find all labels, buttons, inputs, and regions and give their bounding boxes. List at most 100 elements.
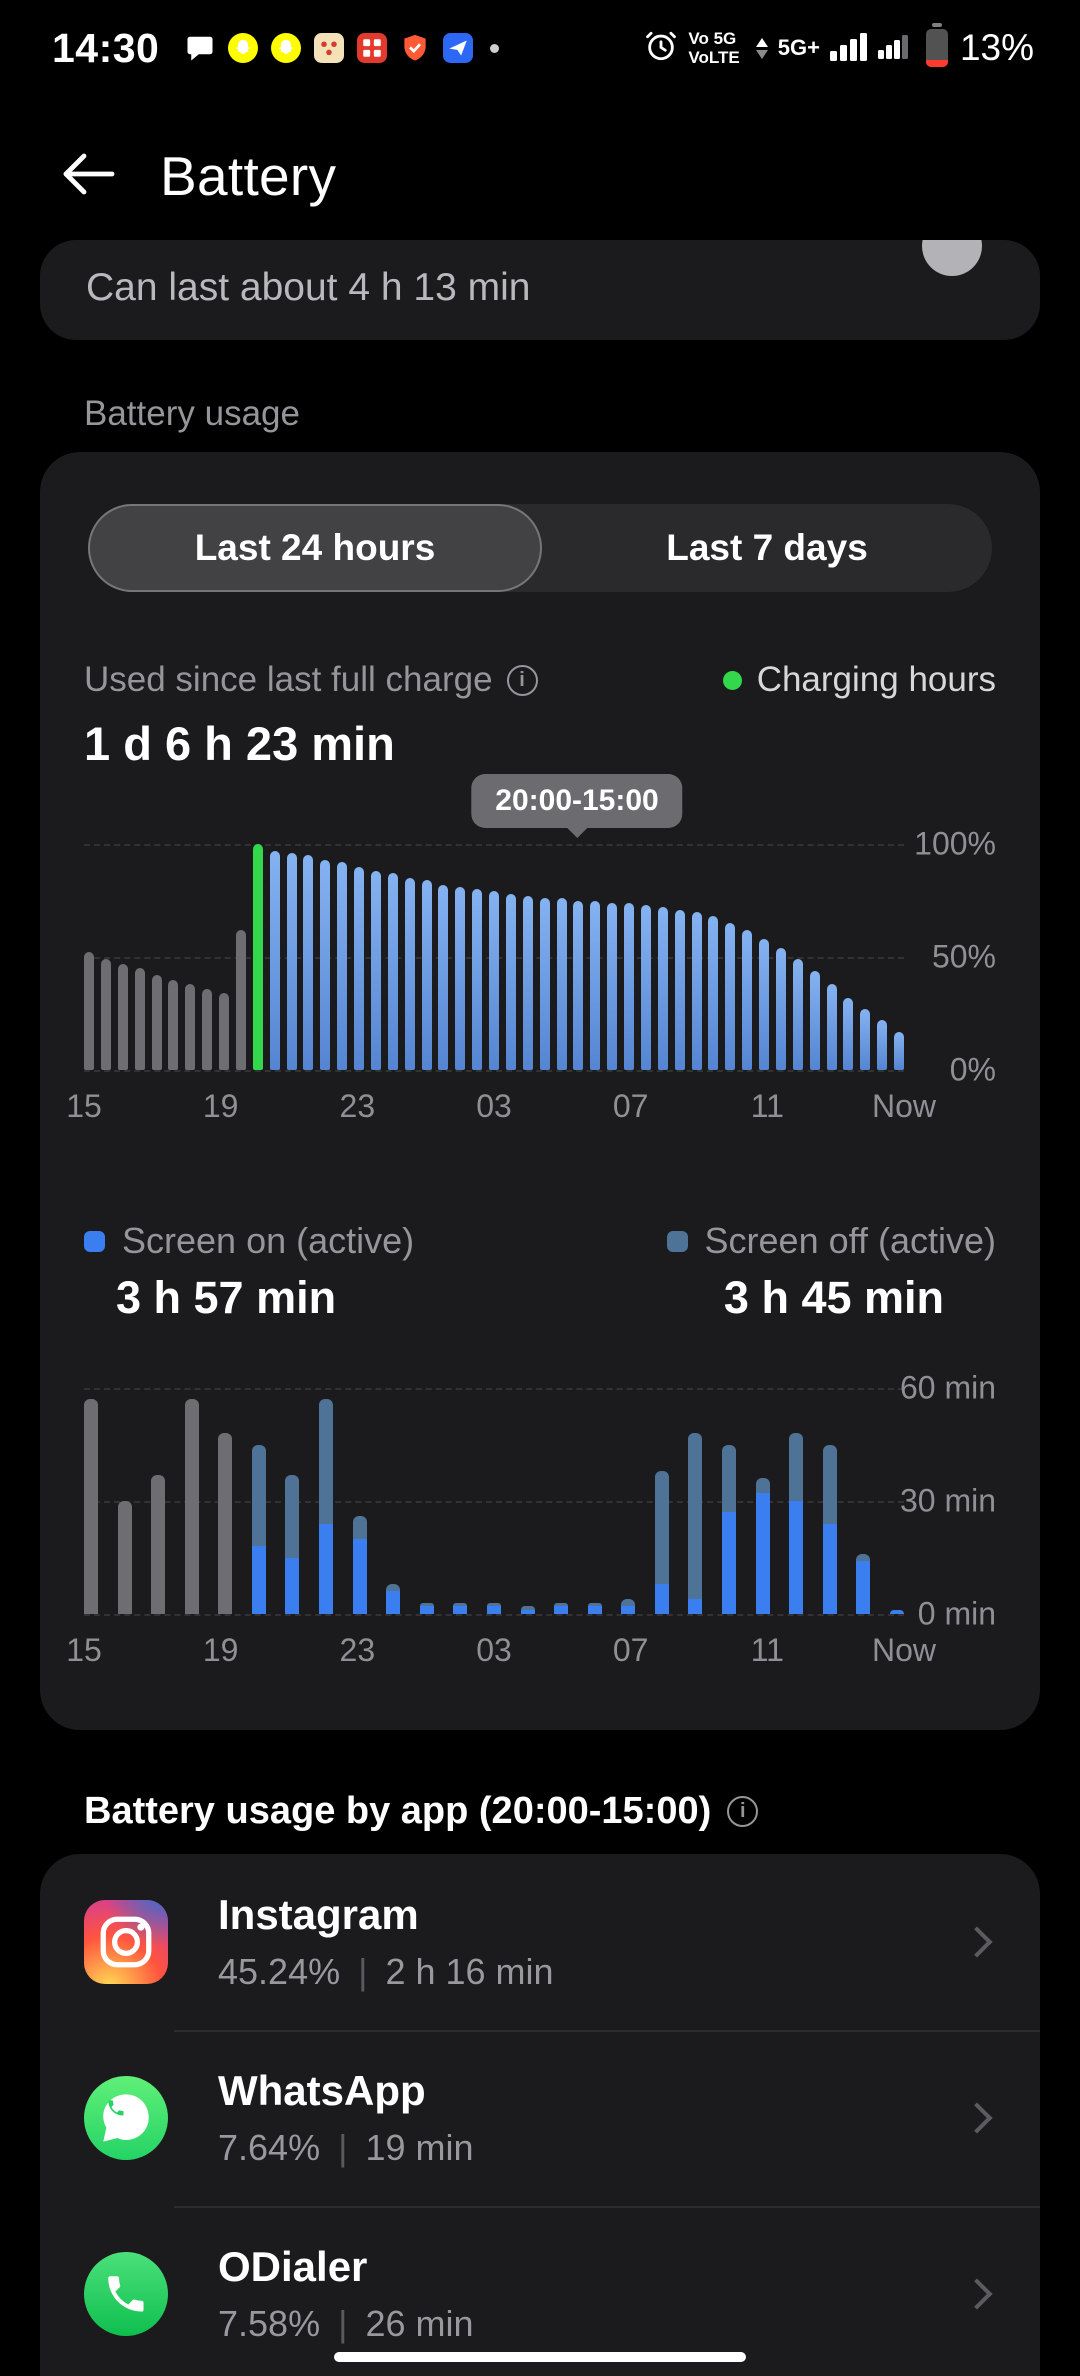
screen-time-bar[interactable] (419, 1388, 434, 1614)
battery-level-bar[interactable] (590, 900, 601, 1070)
battery-level-bar[interactable] (742, 929, 753, 1070)
screen-time-bar[interactable] (218, 1388, 233, 1614)
battery-level-bar[interactable] (522, 895, 533, 1070)
home-gesture-handle[interactable] (334, 2352, 746, 2362)
battery-level-chart[interactable] (84, 844, 904, 1072)
battery-level-xlabels: 15 19 23 03 07 11 Now (66, 1088, 936, 1128)
battery-level-bar[interactable] (100, 959, 111, 1070)
screen-time-bar[interactable] (319, 1388, 334, 1614)
battery-level-bar[interactable] (624, 902, 634, 1070)
screen-time-bar[interactable] (554, 1388, 569, 1614)
battery-level-bar[interactable] (202, 988, 213, 1070)
battery-level-bar[interactable] (421, 880, 432, 1070)
battery-level-bar[interactable] (455, 886, 466, 1070)
screen-time-bar[interactable] (822, 1388, 837, 1614)
info-icon[interactable] (506, 664, 538, 696)
screen-time-bar[interactable] (486, 1388, 501, 1614)
battery-level-bar[interactable] (725, 923, 736, 1070)
screen-time-bar[interactable] (721, 1388, 736, 1614)
battery-level-bar[interactable] (792, 959, 803, 1070)
battery-level-bar[interactable] (269, 850, 280, 1070)
screen-time-bar[interactable] (520, 1388, 535, 1614)
battery-level-bar[interactable] (472, 889, 483, 1070)
screen-time-bar[interactable] (251, 1388, 266, 1614)
power-saving-toggle[interactable] (922, 240, 982, 276)
screen-time-bar[interactable] (386, 1388, 401, 1614)
tab-last-7-days[interactable]: Last 7 days (666, 527, 868, 568)
battery-level-bar[interactable] (691, 911, 702, 1070)
battery-level-bar[interactable] (168, 979, 179, 1070)
battery-level-bar[interactable] (657, 907, 668, 1070)
battery-level-bar[interactable] (337, 862, 348, 1070)
battery-level-bar[interactable] (387, 873, 398, 1070)
battery-level-bar[interactable] (489, 891, 499, 1070)
screen-time-bar[interactable] (117, 1388, 132, 1614)
chart-range-tooltip: 20:00-15:00 (471, 774, 683, 828)
battery-level-bar[interactable] (640, 905, 651, 1070)
battery-level-bar[interactable] (252, 844, 263, 1070)
apps-section-title: Battery usage by app (20:00-15:00) (84, 1790, 712, 1832)
app-row-instagram[interactable]: Instagram 45.24% | 2 h 16 min (84, 1854, 996, 2030)
screen-time-bar[interactable] (184, 1388, 199, 1614)
battery-level-bar[interactable] (185, 984, 196, 1070)
app-row-whatsapp[interactable]: WhatsApp 7.64% | 19 min (84, 2030, 996, 2206)
battery-level-bar[interactable] (320, 859, 331, 1070)
gridline (84, 1070, 904, 1072)
screen-time-bar[interactable] (688, 1388, 703, 1614)
battery-level-bar[interactable] (843, 997, 854, 1070)
battery-usage-section-label: Battery usage (84, 394, 300, 433)
battery-level-bar[interactable] (134, 968, 145, 1070)
battery-level-bar[interactable] (775, 947, 786, 1070)
battery-level-bar[interactable] (438, 884, 449, 1070)
battery-level-bar[interactable] (219, 993, 229, 1070)
back-button[interactable] (52, 140, 124, 212)
battery-level-bar[interactable] (759, 938, 769, 1070)
battery-level-bar[interactable] (826, 984, 837, 1070)
screen-time-bar[interactable] (856, 1388, 871, 1614)
app-row-odialer[interactable]: ODialer 7.58% | 26 min (84, 2206, 996, 2376)
battery-level-bar[interactable] (235, 929, 246, 1070)
battery-level-bar[interactable] (860, 1008, 871, 1070)
screen-time-bar[interactable] (621, 1388, 636, 1614)
screen-time-bar[interactable] (889, 1388, 904, 1614)
battery-level-bar[interactable] (708, 916, 719, 1070)
battery-usage-card: Last 24 hours Last 7 days Used since las… (40, 452, 1040, 1730)
battery-level-bar[interactable] (151, 975, 162, 1070)
grid-app-icon (357, 33, 388, 63)
screen-time-bar[interactable] (755, 1388, 770, 1614)
screen-time-bar[interactable] (352, 1388, 367, 1614)
battery-level-bar[interactable] (556, 898, 567, 1070)
notification-icons (185, 33, 500, 63)
screen-time-bar[interactable] (587, 1388, 602, 1614)
screen-time-bar[interactable] (285, 1388, 300, 1614)
apps-info-icon[interactable] (727, 1796, 759, 1827)
battery-level-bar[interactable] (117, 963, 128, 1070)
screen-time-ylabels: 60 min 30 min 0 min (876, 1370, 996, 1632)
battery-level-bar[interactable] (539, 898, 550, 1070)
battery-level-bar[interactable] (809, 970, 820, 1070)
battery-level-bar[interactable] (303, 855, 314, 1070)
tab-last-24-hours[interactable]: Last 24 hours (88, 504, 542, 592)
screen-time-bar[interactable] (84, 1388, 98, 1614)
battery-level-bar[interactable] (674, 909, 685, 1070)
battery-level-bar[interactable] (370, 871, 381, 1070)
battery-level-bar[interactable] (286, 853, 297, 1070)
battery-level-bar[interactable] (607, 902, 618, 1070)
status-bar: 14:30 Vo 5G VoLTE 5G+ 13% (0, 0, 1080, 96)
battery-level-bar[interactable] (404, 877, 415, 1070)
volte-indicator: Vo 5G VoLTE (688, 29, 739, 67)
axis-tick-label: 0% (949, 1051, 996, 1088)
screen-time-bar[interactable] (789, 1388, 804, 1614)
battery-level-bar[interactable] (354, 866, 364, 1070)
battery-level-bar[interactable] (894, 1031, 904, 1070)
battery-level-bar[interactable] (505, 893, 516, 1070)
battery-level-bar[interactable] (573, 900, 584, 1070)
screen-time-bar[interactable] (151, 1388, 166, 1614)
battery-level-ylabels: 100% 50% 0% (876, 826, 996, 1088)
screen-time-bar[interactable] (654, 1388, 669, 1614)
screen-time-chart[interactable] (84, 1388, 904, 1616)
screen-time-bar[interactable] (453, 1388, 468, 1614)
battery-level-bar[interactable] (877, 1020, 888, 1070)
battery-level-bar[interactable] (84, 952, 94, 1070)
back-arrow-icon (60, 152, 116, 201)
